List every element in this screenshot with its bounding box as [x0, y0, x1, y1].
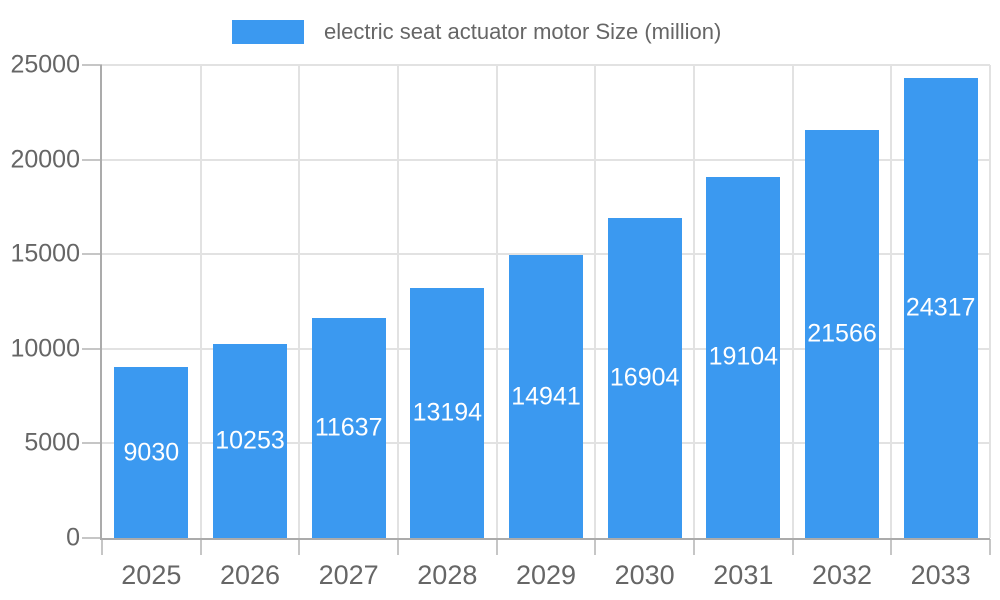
bar-2029[interactable] — [509, 255, 583, 538]
x-gridline — [199, 65, 202, 538]
x-axis-tick — [594, 539, 597, 555]
bar-2030[interactable] — [607, 218, 682, 538]
legend[interactable]: electric seat actuator motor Size (milli… — [232, 20, 721, 44]
x-axis-label: 2027 — [318, 560, 379, 590]
y-axis-label: 10000 — [10, 334, 80, 363]
x-gridline — [397, 65, 399, 538]
legend-swatch — [232, 20, 304, 44]
x-axis-label: 2028 — [417, 560, 478, 590]
bar-2026[interactable] — [213, 344, 287, 538]
bar-2028[interactable] — [410, 288, 485, 538]
bar-value-label: 14941 — [511, 382, 581, 411]
x-axis-label: 2032 — [811, 560, 873, 590]
x-gridline — [791, 65, 794, 538]
x-axis-tick — [890, 539, 893, 555]
x-axis-tick — [199, 539, 202, 555]
y-axis-tick — [82, 537, 102, 539]
x-axis-label: 2033 — [910, 560, 971, 590]
x-gridline — [693, 65, 695, 538]
bar-value-label: 21566 — [807, 319, 877, 348]
bar-2027[interactable] — [311, 317, 386, 538]
y-axis-tick — [82, 253, 102, 256]
y-axis-label: 15000 — [10, 239, 80, 268]
x-gridline — [989, 65, 991, 538]
bar-2032[interactable] — [805, 129, 879, 538]
y-axis-tick — [82, 158, 102, 161]
x-gridline — [298, 65, 301, 538]
bar-value-label: 11637 — [314, 413, 383, 442]
bar-value-label: 9030 — [123, 438, 180, 467]
y-axis-label: 0 — [66, 523, 80, 552]
bar-value-label: 16904 — [609, 363, 680, 392]
bar-value-label: 10253 — [215, 426, 285, 455]
y-axis-tick — [82, 347, 102, 350]
y-axis-line — [100, 65, 102, 540]
y-gridline — [102, 158, 990, 161]
y-axis-label: 20000 — [10, 145, 80, 174]
y-axis-tick — [82, 442, 102, 445]
x-axis-label: 2030 — [614, 560, 675, 590]
x-axis-line — [100, 538, 990, 540]
bar-2025[interactable] — [114, 367, 189, 538]
x-axis-tick — [989, 539, 991, 555]
x-axis-tick — [495, 539, 498, 555]
x-axis-tick — [397, 539, 399, 555]
x-axis-tick — [101, 539, 103, 555]
x-gridline — [495, 65, 498, 538]
x-gridline — [890, 65, 893, 538]
bar-value-label: 24317 — [905, 293, 976, 322]
y-gridline — [102, 253, 990, 256]
y-axis-tick — [82, 64, 102, 66]
bar-2033[interactable] — [903, 77, 978, 538]
y-axis-label: 5000 — [24, 428, 80, 457]
x-axis-label: 2029 — [515, 560, 577, 590]
x-gridline — [594, 65, 597, 538]
bar-value-label: 19104 — [708, 342, 779, 371]
x-axis-tick — [298, 539, 301, 555]
x-axis-label: 2025 — [121, 560, 182, 590]
y-axis-label: 25000 — [10, 50, 80, 79]
x-axis-label: 2026 — [219, 560, 281, 590]
bar-value-label: 13194 — [412, 398, 483, 427]
legend-label: electric seat actuator motor Size (milli… — [324, 19, 722, 44]
x-axis-label: 2031 — [713, 560, 774, 590]
y-gridline — [102, 64, 990, 66]
x-axis-tick — [693, 539, 695, 555]
x-axis-tick — [791, 539, 794, 555]
bar-2031[interactable] — [706, 176, 781, 538]
